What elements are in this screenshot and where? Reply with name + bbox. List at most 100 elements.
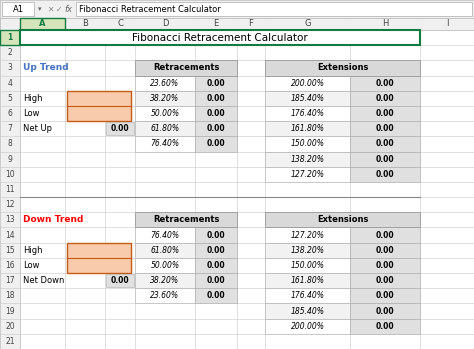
Text: 0.00: 0.00: [207, 79, 225, 88]
Bar: [350, 288, 420, 303]
Text: Extensions: Extensions: [317, 64, 368, 73]
Bar: [195, 228, 237, 243]
Bar: [350, 273, 420, 288]
Text: 0.00: 0.00: [207, 124, 225, 133]
Text: 150.00%: 150.00%: [291, 140, 325, 148]
Bar: [20, 18, 65, 30]
Text: 8: 8: [8, 140, 12, 148]
Text: 176.40%: 176.40%: [291, 109, 325, 118]
Text: 200.00%: 200.00%: [291, 322, 325, 331]
Text: Retracements: Retracements: [153, 215, 219, 224]
Text: 0.00: 0.00: [376, 276, 394, 285]
Bar: [265, 121, 350, 136]
Bar: [106, 122, 134, 135]
Bar: [106, 274, 134, 287]
Bar: [0, 18, 474, 30]
Text: Retracements: Retracements: [153, 64, 219, 73]
Text: H: H: [382, 20, 388, 29]
Bar: [195, 76, 237, 91]
Bar: [67, 243, 131, 273]
Bar: [195, 121, 237, 136]
Text: 0.00: 0.00: [207, 261, 225, 270]
Text: 1: 1: [8, 33, 13, 42]
Text: 0.00: 0.00: [207, 276, 225, 285]
Bar: [0, 18, 20, 30]
Text: ✓: ✓: [56, 5, 62, 14]
Text: D: D: [162, 20, 168, 29]
Bar: [265, 151, 350, 167]
Text: 21: 21: [5, 337, 15, 346]
Bar: [265, 273, 350, 288]
Text: ✕: ✕: [47, 5, 53, 14]
Text: 0.00: 0.00: [376, 231, 394, 239]
Bar: [195, 106, 237, 121]
Text: 176.40%: 176.40%: [291, 291, 325, 300]
Text: 0.00: 0.00: [376, 124, 394, 133]
Text: 138.20%: 138.20%: [291, 246, 325, 255]
Bar: [265, 319, 350, 334]
Text: 0.00: 0.00: [376, 246, 394, 255]
Text: Extensions: Extensions: [317, 215, 368, 224]
Text: 6: 6: [8, 109, 12, 118]
Bar: [265, 167, 350, 182]
Text: 0.00: 0.00: [207, 109, 225, 118]
Text: Low: Low: [23, 109, 39, 118]
Text: 17: 17: [5, 276, 15, 285]
Text: 0.00: 0.00: [376, 261, 394, 270]
Text: 185.40%: 185.40%: [291, 306, 325, 315]
Text: 0.00: 0.00: [376, 109, 394, 118]
Text: 185.40%: 185.40%: [291, 94, 325, 103]
Text: 18: 18: [5, 291, 15, 300]
Text: B: B: [82, 20, 88, 29]
Bar: [265, 136, 350, 151]
Bar: [20, 30, 420, 45]
Text: 0.00: 0.00: [207, 246, 225, 255]
Bar: [195, 91, 237, 106]
Text: 2: 2: [8, 48, 12, 57]
Bar: [195, 243, 237, 258]
Bar: [135, 106, 195, 121]
Text: Fibonacci Retracement Calculator: Fibonacci Retracement Calculator: [132, 32, 308, 43]
Bar: [135, 76, 195, 91]
Text: 161.80%: 161.80%: [291, 124, 325, 133]
Bar: [265, 106, 350, 121]
Bar: [2, 2, 34, 16]
Bar: [67, 91, 131, 121]
Text: 161.80%: 161.80%: [291, 276, 325, 285]
Text: 15: 15: [5, 246, 15, 255]
Bar: [350, 228, 420, 243]
Bar: [350, 151, 420, 167]
Text: 127.20%: 127.20%: [291, 170, 325, 179]
Bar: [135, 212, 237, 228]
Bar: [195, 258, 237, 273]
Bar: [265, 76, 350, 91]
Bar: [135, 91, 195, 106]
Bar: [350, 319, 420, 334]
Bar: [265, 288, 350, 303]
Text: 50.00%: 50.00%: [150, 261, 180, 270]
Bar: [350, 106, 420, 121]
Text: 0.00: 0.00: [207, 231, 225, 239]
Bar: [350, 136, 420, 151]
Text: 13: 13: [5, 215, 15, 224]
Text: 23.60%: 23.60%: [150, 79, 180, 88]
Text: 0.00: 0.00: [207, 291, 225, 300]
Text: 19: 19: [5, 306, 15, 315]
Bar: [0, 30, 20, 45]
Bar: [195, 273, 237, 288]
Text: 3: 3: [8, 64, 12, 73]
Text: 38.20%: 38.20%: [150, 94, 180, 103]
Text: fx: fx: [64, 5, 72, 14]
Bar: [195, 136, 237, 151]
Text: I: I: [446, 20, 448, 29]
Bar: [135, 60, 237, 76]
Text: C: C: [117, 20, 123, 29]
Text: 14: 14: [5, 231, 15, 239]
Text: A1: A1: [12, 5, 24, 14]
Text: Net Down: Net Down: [23, 276, 64, 285]
Text: 0.00: 0.00: [207, 140, 225, 148]
Bar: [0, 0, 474, 18]
Bar: [135, 273, 195, 288]
Bar: [350, 121, 420, 136]
Bar: [195, 288, 237, 303]
